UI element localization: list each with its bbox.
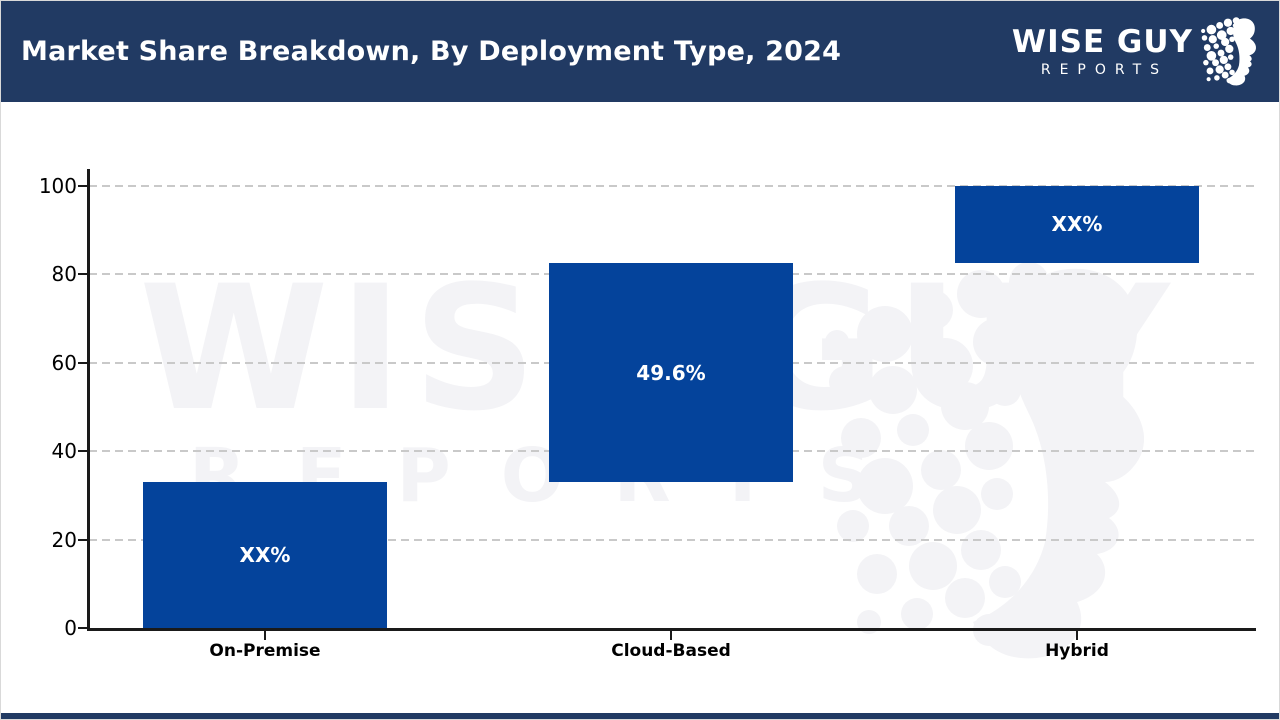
y-tick (78, 273, 87, 276)
bar-value-label: XX% (1051, 212, 1103, 237)
y-tick-label: 0 (64, 616, 77, 640)
bar-hybrid: XX% (955, 186, 1199, 263)
bar-cloud-based: 49.6% (549, 262, 793, 483)
y-axis (87, 169, 90, 631)
y-tick (78, 538, 87, 541)
x-tick-label-cloud-based: Cloud-Based (611, 641, 731, 661)
x-tick (264, 631, 266, 640)
x-axis (87, 628, 1256, 631)
y-tick (78, 361, 87, 364)
y-tick-label: 20 (51, 527, 77, 552)
y-tick-label: 60 (51, 350, 77, 375)
logo-subtext: REPORTS (1040, 61, 1169, 78)
bar-value-label: 49.6% (636, 360, 706, 385)
chart-title: Market Share Breakdown, By Deployment Ty… (21, 36, 842, 67)
bar-value-label: XX% (239, 543, 291, 568)
footer-bar (1, 713, 1279, 719)
y-tick-label: 80 (51, 262, 77, 287)
y-tick (78, 185, 87, 187)
y-tick-label: 40 (51, 439, 77, 464)
x-tick (1076, 631, 1078, 640)
x-tick (670, 631, 672, 640)
x-tick-label-hybrid: Hybrid (1045, 641, 1109, 661)
gridline (89, 185, 1256, 187)
gridline (89, 538, 1256, 541)
logo-wordmark: WISE GUY (1011, 23, 1193, 60)
bar-on-premise: XX% (143, 482, 387, 628)
wiseguy-logo: WISE GUY REPORTS (1012, 11, 1261, 93)
y-tick (78, 627, 87, 629)
logo-text: WISE GUY REPORTS (1011, 23, 1193, 78)
y-tick-label: 100 (38, 174, 77, 198)
x-tick-label-on-premise: On-Premise (209, 641, 321, 661)
header: Market Share Breakdown, By Deployment Ty… (1, 1, 1279, 102)
y-tick (78, 450, 87, 453)
wiseguy-face-icon (1201, 16, 1257, 85)
